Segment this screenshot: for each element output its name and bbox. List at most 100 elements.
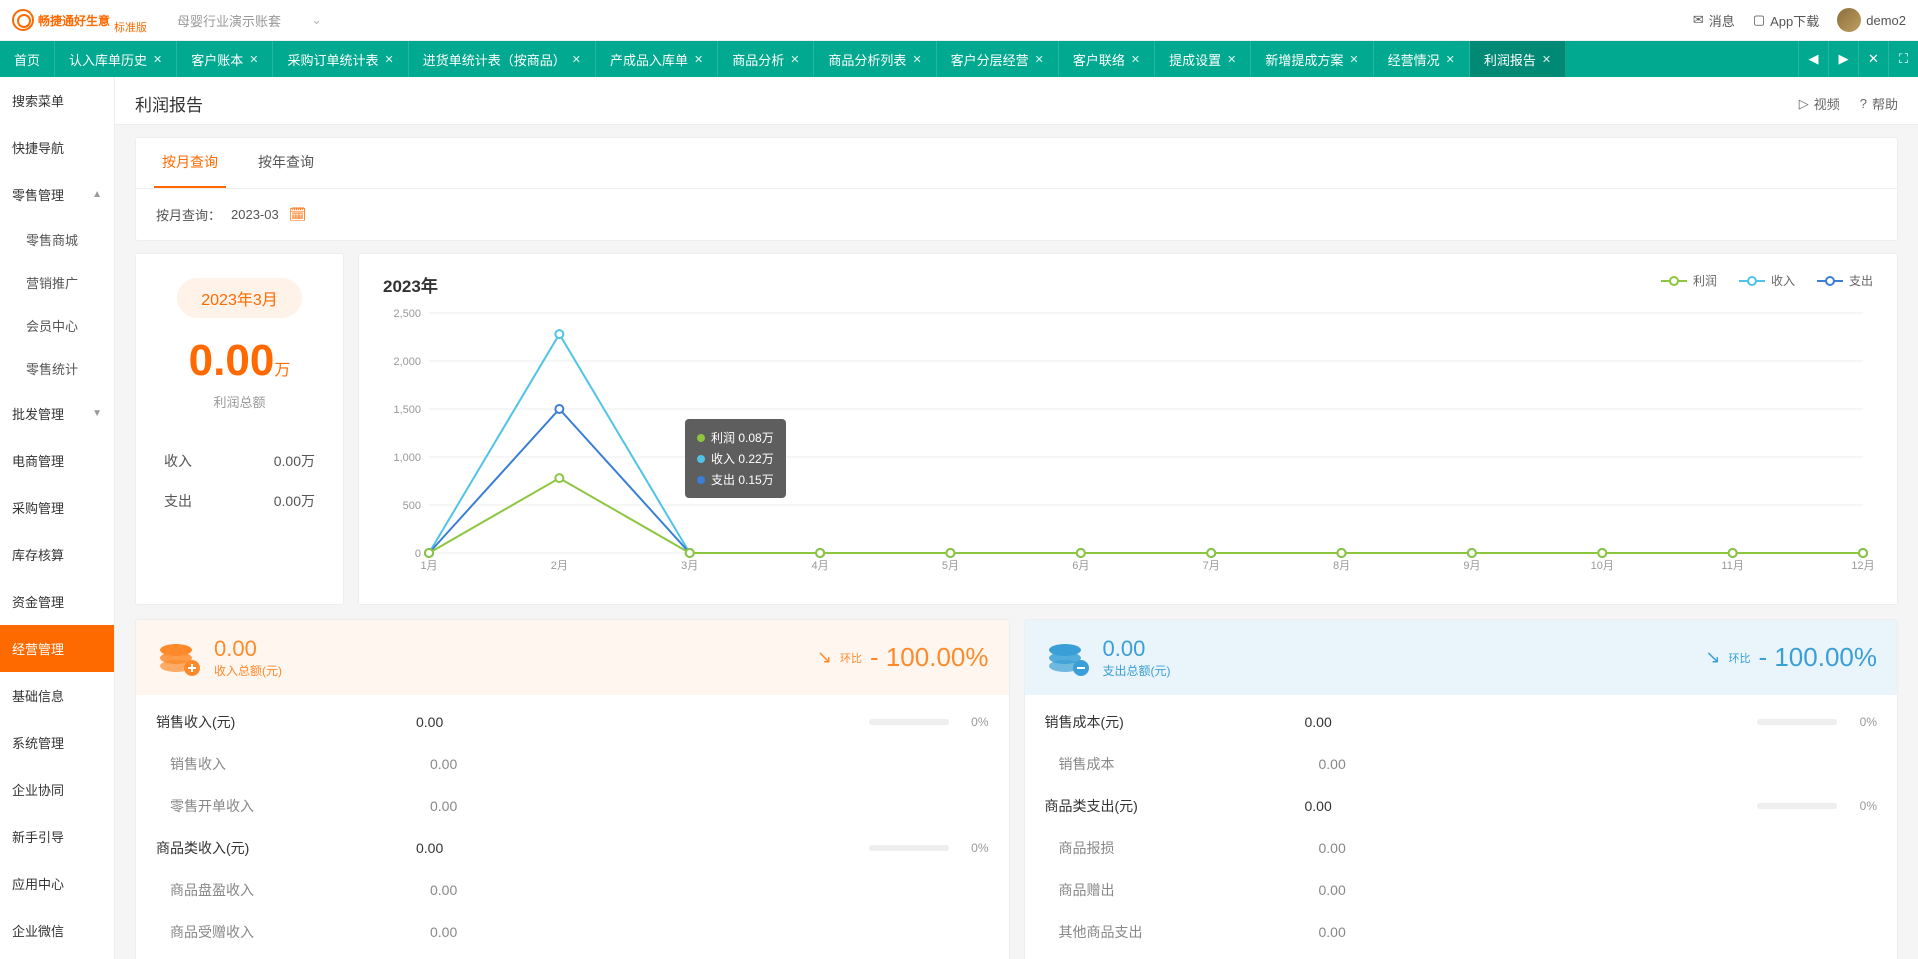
sidebar-item-零售商城[interactable]: 零售商城 [0, 218, 114, 261]
query-panel: 按月查询 按年查询 按月查询： 2023-03 🗓 [135, 137, 1898, 241]
fullscreen-button[interactable]: ⛶ [1888, 41, 1918, 77]
svg-text:2,000: 2,000 [393, 356, 421, 368]
close-icon[interactable]: ✕ [1349, 53, 1358, 66]
detail-row: 商品赠出0.00 [1045, 869, 1878, 911]
detail-row: 其他商品支出0.00 [1045, 911, 1878, 953]
close-icon[interactable]: ✕ [249, 53, 258, 66]
sidebar-item-经营管理[interactable]: 经营管理 [0, 625, 114, 672]
tab-客户账本[interactable]: 客户账本 ✕ [177, 41, 273, 77]
detail-row: 销售成本(元)0.000% [1045, 701, 1878, 743]
tab-认入库单历史[interactable]: 认入库单历史 ✕ [55, 41, 177, 77]
sidebar-item-快捷导航[interactable]: 快捷导航 [0, 124, 114, 171]
detail-row: 商品盘盈收入0.00 [156, 869, 989, 911]
tab-采购订单统计表[interactable]: 采购订单统计表 ✕ [273, 41, 408, 77]
chart-card: 2023年 利润收入支出 05001,0001,5002,0002,5001月2… [358, 253, 1898, 605]
tabs-close-all[interactable]: ✕ [1858, 41, 1888, 77]
sidebar-item-零售统计[interactable]: 零售统计 [0, 347, 114, 390]
sidebar-item-营销推广[interactable]: 营销推广 [0, 261, 114, 304]
expense-card: 0.00 支出总额(元) ↘ 环比 - 100.00% 销售成本(元)0.000… [1024, 619, 1899, 959]
sidebar-item-新手引导[interactable]: 新手引导 [0, 813, 114, 860]
sidebar-item-零售管理[interactable]: 零售管理▲ [0, 171, 114, 218]
tabs-scroll-right[interactable]: ▶ [1828, 41, 1858, 77]
account-selector[interactable]: 母婴行业演示账套 ⌄ [177, 11, 322, 30]
close-icon[interactable]: ✕ [1227, 53, 1236, 66]
edition-label: 标准版 [114, 19, 147, 35]
close-icon[interactable]: ✕ [1035, 53, 1044, 66]
help-link[interactable]: ?帮助 [1860, 94, 1898, 113]
tab-产成品入库单[interactable]: 产成品入库单 ✕ [596, 41, 718, 77]
close-icon[interactable]: ✕ [694, 53, 703, 66]
page-links: ▷视频 ?帮助 [1799, 94, 1898, 113]
user-menu[interactable]: demo2 [1837, 8, 1906, 32]
tab-进货单统计表（按商品）[interactable]: 进货单统计表（按商品） ✕ [409, 41, 596, 77]
calendar-icon[interactable]: 🗓 [289, 206, 307, 223]
page-header: 利润报告 ▷视频 ?帮助 [115, 77, 1918, 125]
qfilter-date[interactable]: 2023-03 [231, 207, 279, 222]
sidebar-item-畅会员[interactable]: 畅会员 [0, 954, 114, 959]
sidebar-item-系统管理[interactable]: 系统管理 [0, 719, 114, 766]
detail-row: 商品类收入(元)0.000% [156, 827, 989, 869]
close-icon[interactable]: ✕ [385, 53, 394, 66]
tabs-scroll-left[interactable]: ◀ [1798, 41, 1828, 77]
tab-利润报告[interactable]: 利润报告 ✕ [1470, 41, 1566, 77]
main-content: 利润报告 ▷视频 ?帮助 按月查询 按年查询 按月查询： 2023-03 🗓 [115, 77, 1918, 959]
tab-经营情况[interactable]: 经营情况 ✕ [1374, 41, 1470, 77]
tab-客户联络[interactable]: 客户联络 ✕ [1059, 41, 1155, 77]
sidebar-item-搜索菜单[interactable]: 搜索菜单 [0, 77, 114, 124]
close-icon[interactable]: ✕ [1131, 53, 1140, 66]
tab-客户分层经营[interactable]: 客户分层经营 ✕ [937, 41, 1059, 77]
close-icon[interactable]: ✕ [912, 53, 921, 66]
expense-hb-label: 环比 [1728, 650, 1750, 666]
sidebar-item-资金管理[interactable]: 资金管理 [0, 578, 114, 625]
income-header: 0.00 收入总额(元) ↘ 环比 - 100.00% [136, 620, 1009, 695]
mobile-icon: ▢ [1753, 12, 1765, 28]
close-icon[interactable]: ✕ [572, 53, 581, 66]
close-icon[interactable]: ✕ [1446, 53, 1455, 66]
profit-unit: 万 [274, 362, 290, 379]
close-icon[interactable]: ✕ [1542, 53, 1551, 66]
top-bar: 畅捷通好生意 标准版 母婴行业演示账套 ⌄ ✉ 消息 ▢ App下载 demo2 [0, 0, 1918, 41]
month-badge: 2023年3月 [177, 278, 302, 318]
qtab-month[interactable]: 按月查询 [154, 138, 226, 188]
summary-row-income: 收入 0.00万 [156, 441, 323, 481]
sidebar-item-批发管理[interactable]: 批发管理▼ [0, 390, 114, 437]
messages-button[interactable]: ✉ 消息 [1693, 11, 1735, 30]
app-download-button[interactable]: ▢ App下载 [1753, 11, 1819, 30]
sidebar-item-应用中心[interactable]: 应用中心 [0, 860, 114, 907]
legend-支出[interactable]: 支出 [1817, 272, 1873, 289]
income-icon [156, 637, 204, 679]
play-icon: ▷ [1799, 96, 1809, 112]
sidebar-item-企业协同[interactable]: 企业协同 [0, 766, 114, 813]
avatar [1837, 8, 1861, 32]
sidebar-item-采购管理[interactable]: 采购管理 [0, 484, 114, 531]
legend-利润[interactable]: 利润 [1661, 272, 1717, 289]
tab-商品分析[interactable]: 商品分析 ✕ [718, 41, 814, 77]
qtab-year[interactable]: 按年查询 [250, 138, 322, 188]
profit-int: 0 [189, 336, 213, 385]
tab-首页[interactable]: 首页 [0, 41, 55, 77]
chevron-down-icon: ⌄ [311, 12, 322, 28]
chart-tooltip: 利润 0.08万收入 0.22万支出 0.15万 [685, 419, 786, 498]
tab-提成设置[interactable]: 提成设置 ✕ [1155, 41, 1251, 77]
caret-icon: ▼ [92, 408, 102, 419]
tab-新增提成方案[interactable]: 新增提成方案 ✕ [1251, 41, 1373, 77]
expense-total-value: 0.00 [1103, 636, 1171, 662]
sidebar-item-库存核算[interactable]: 库存核算 [0, 531, 114, 578]
svg-text:12月: 12月 [1851, 560, 1873, 572]
legend-收入[interactable]: 收入 [1739, 272, 1795, 289]
sidebar-item-电商管理[interactable]: 电商管理 [0, 437, 114, 484]
svg-text:5月: 5月 [942, 560, 959, 572]
expense-icon [1045, 637, 1093, 679]
app-label: App下载 [1770, 11, 1819, 30]
income-hb-label: 环比 [840, 650, 862, 666]
trend-down-icon: ↘ [817, 647, 832, 668]
sidebar-item-基础信息[interactable]: 基础信息 [0, 672, 114, 719]
sidebar-item-企业微信[interactable]: 企业微信 [0, 907, 114, 954]
sidebar-item-会员中心[interactable]: 会员中心 [0, 304, 114, 347]
expense-rows: 销售成本(元)0.000%销售成本0.00商品类支出(元)0.000%商品报损0… [1025, 695, 1898, 959]
msg-label: 消息 [1709, 11, 1735, 30]
tab-商品分析列表[interactable]: 商品分析列表 ✕ [814, 41, 936, 77]
video-link[interactable]: ▷视频 [1799, 94, 1840, 113]
close-icon[interactable]: ✕ [790, 53, 799, 66]
close-icon[interactable]: ✕ [153, 53, 162, 66]
